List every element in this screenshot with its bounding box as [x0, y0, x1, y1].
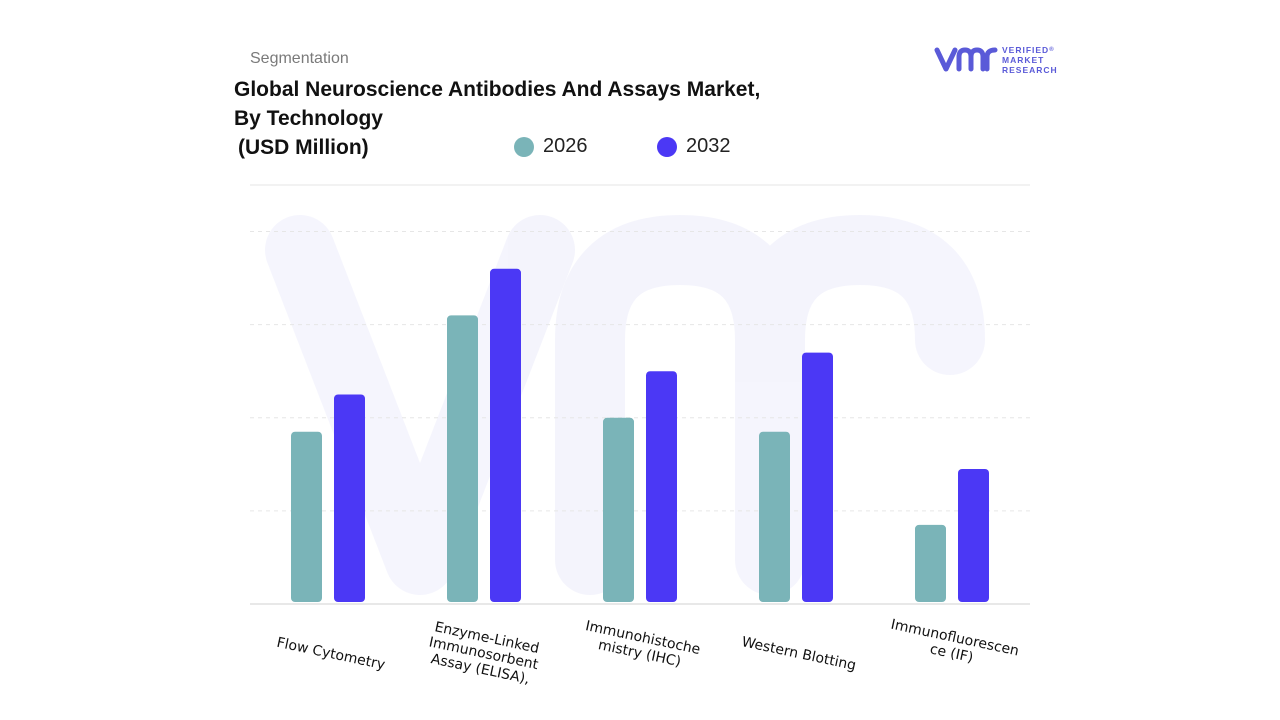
x-tick-label-1: Enzyme-LinkedImmunosorbentAssay (ELISA), — [424, 619, 543, 689]
segmentation-label: Segmentation — [250, 50, 349, 67]
legend-item-2026: 2026 — [514, 135, 588, 158]
bar-2026-1 — [447, 315, 478, 602]
bar-2026-0 — [291, 431, 322, 602]
x-tick-label-4: Immunofluorescence (IF) — [886, 617, 1020, 675]
vmr-logo: VERIFIED® MARKET RESEARCH — [934, 42, 1064, 76]
bars — [291, 268, 989, 602]
title-line-2: By Technology — [234, 107, 383, 130]
logo-line-1: VERIFIED® — [1002, 45, 1055, 55]
bar-2032-2 — [646, 371, 677, 602]
legend-swatch-2032 — [657, 136, 677, 157]
logo-line-3: RESEARCH — [1002, 65, 1058, 75]
logo-line-2: MARKET — [1002, 55, 1045, 65]
legend-label-2026: 2026 — [543, 135, 588, 157]
title-line-1: Global Neuroscience Antibodies And Assay… — [234, 78, 761, 101]
x-axis-labels: Flow Cytometry Enzyme-LinkedImmunosorbent… — [275, 617, 1020, 689]
title-unit: (USD Million) — [238, 136, 369, 159]
x-tick-label-0: Flow Cytometry — [275, 635, 386, 674]
legend-item-2032: 2032 — [657, 135, 731, 158]
bar-2026-4 — [915, 524, 946, 602]
chart-title: Global Neuroscience Antibodies And Assay… — [234, 75, 854, 162]
bar-2032-3 — [802, 352, 833, 602]
grid-lines — [250, 184, 1030, 605]
bar-2032-1 — [490, 268, 521, 602]
bar-2026-3 — [759, 431, 790, 602]
vmr-logo-text: VERIFIED® MARKET RESEARCH — [1002, 45, 1058, 75]
bar-2032-0 — [334, 394, 365, 602]
x-tick-label-2: Immunohistochemistry (IHC) — [581, 618, 702, 674]
legend-label-2032: 2032 — [686, 135, 731, 157]
legend-swatch-2026 — [514, 136, 534, 157]
bar-2032-4 — [958, 468, 989, 602]
vmr-logo-mark-icon — [934, 47, 998, 72]
bar-2026-2 — [603, 417, 634, 602]
x-tick-label-3: Western Blotting — [740, 634, 857, 674]
